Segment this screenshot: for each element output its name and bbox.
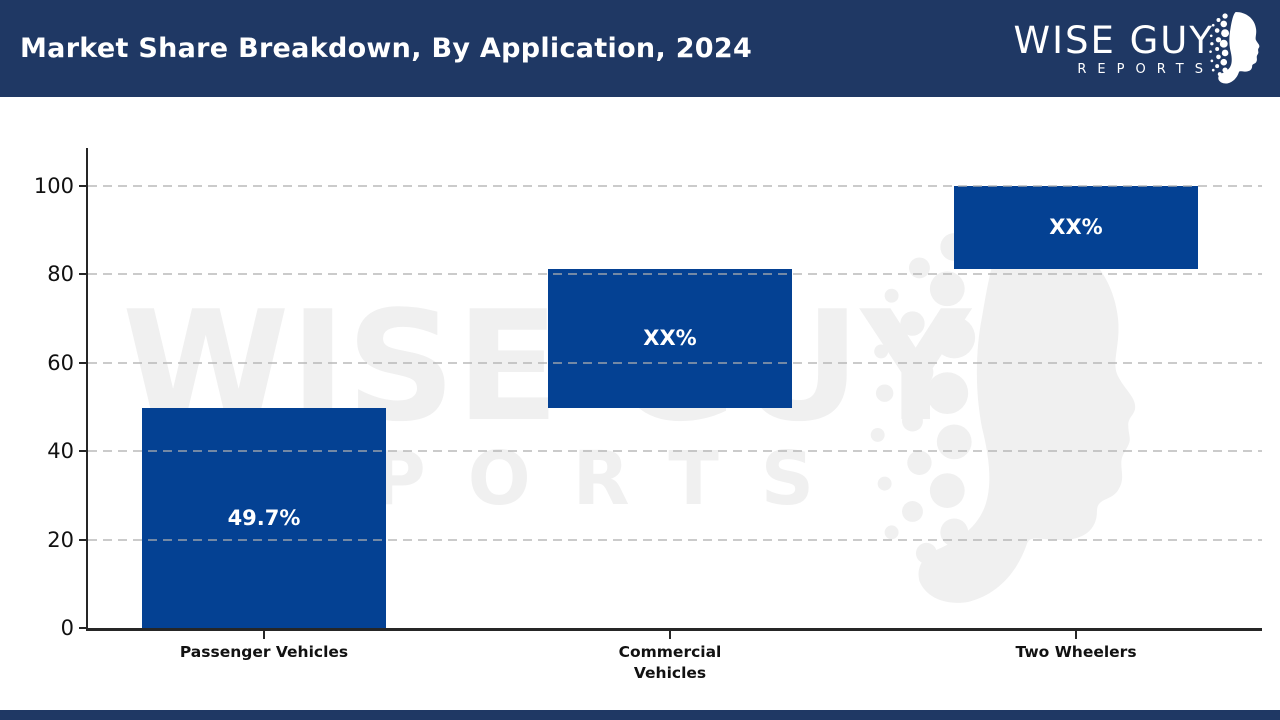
- wise-guy-reports-logo: WISE GUY REPORTS: [1014, 8, 1280, 90]
- y-axis-tick-0: [79, 627, 87, 629]
- y-axis-label-20: 20: [47, 527, 74, 552]
- x-axis-tick-commercial-vehicles: [669, 631, 671, 639]
- page-title: Market Share Breakdown, By Application, …: [20, 33, 753, 64]
- logo-text: WISE GUY REPORTS: [1013, 18, 1214, 77]
- gridline-80: [88, 273, 1262, 276]
- bar-passenger-vehicles: 49.7%: [142, 408, 386, 628]
- gridline-60: [88, 361, 1262, 364]
- y-axis-tick-40: [79, 450, 87, 453]
- x-axis-tick-passenger-vehicles: [263, 631, 265, 639]
- y-axis-label-60: 60: [47, 350, 74, 375]
- x-axis-label-commercial-vehicles: Commercial Vehicles: [618, 643, 722, 682]
- x-axis-label-passenger-vehicles: Passenger Vehicles: [179, 643, 349, 661]
- logo-subtitle: REPORTS: [1077, 61, 1214, 77]
- logo-wordmark: WISE GUY: [1013, 18, 1214, 62]
- bar-value-label-passenger-vehicles: 49.7%: [227, 506, 301, 531]
- y-axis-label-40: 40: [47, 439, 74, 464]
- header-bar: Market Share Breakdown, By Application, …: [0, 0, 1280, 97]
- y-axis-tick-20: [79, 538, 87, 541]
- gridline-40: [88, 450, 1262, 453]
- y-axis-tick-100: [79, 185, 87, 187]
- bar-two-wheelers: XX%: [954, 186, 1198, 269]
- y-axis-tick-60: [79, 361, 87, 364]
- x-axis-label-two-wheelers: Two Wheelers: [1015, 643, 1137, 661]
- bar-value-label-two-wheelers: XX%: [1049, 215, 1103, 240]
- y-axis-label-100: 100: [33, 174, 74, 198]
- footer-bar: [0, 710, 1280, 720]
- y-axis-label-80: 80: [47, 262, 74, 287]
- y-axis-tick-80: [79, 273, 87, 276]
- y-axis-line: [86, 148, 88, 631]
- bar-commercial-vehicles: XX%: [548, 268, 792, 409]
- x-axis-tick-two-wheelers: [1075, 631, 1077, 639]
- x-axis-line: [86, 628, 1262, 631]
- gridline-20: [88, 538, 1262, 541]
- gridline-100: [88, 185, 1262, 187]
- y-axis-label-0: 0: [60, 616, 74, 640]
- bar-value-label-commercial-vehicles: XX%: [643, 326, 697, 351]
